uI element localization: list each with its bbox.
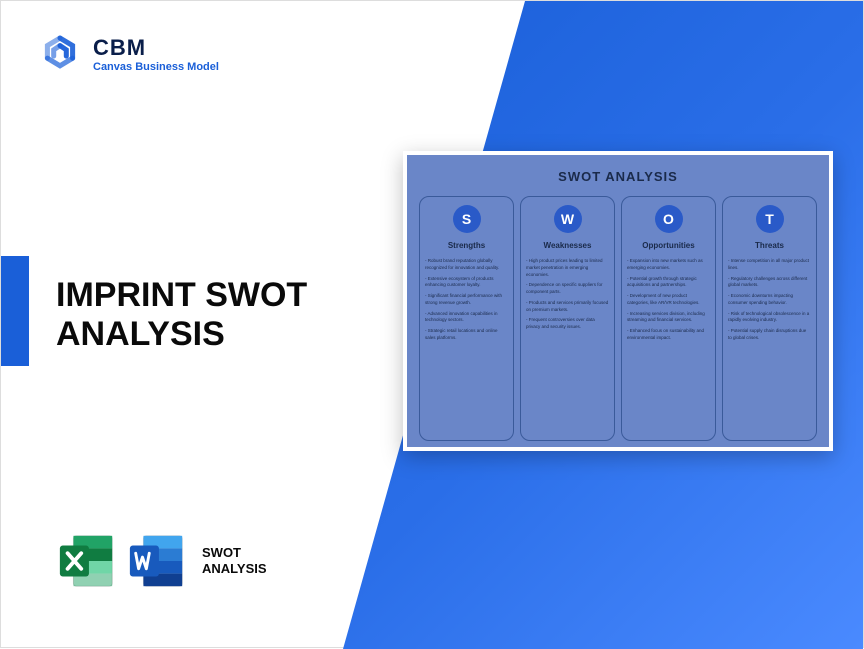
swot-column-heading: Opportunities (642, 241, 694, 250)
swot-items-list: - Expansion into new markets such as eme… (627, 258, 710, 346)
swot-item: - Increasing services division, includin… (627, 311, 710, 325)
swot-item: - High product prices leading to limited… (526, 258, 609, 278)
swot-letter-circle: W (554, 205, 582, 233)
swot-item: - Dependence on specific suppliers for c… (526, 282, 609, 296)
swot-item: - Robust brand reputation globally recog… (425, 258, 508, 272)
swot-column-heading: Threats (755, 241, 784, 250)
logo-icon (39, 33, 81, 75)
swot-letter-circle: O (655, 205, 683, 233)
swot-file-label: SWOT ANALYSIS (202, 545, 267, 576)
swot-item: - Extensive ecosystem of products enhanc… (425, 276, 508, 290)
word-icon (126, 530, 188, 592)
swot-item: - Potential supply chain disruptions due… (728, 328, 811, 342)
swot-item: - Frequent controversies over data priva… (526, 317, 609, 331)
swot-item: - Regulatory challenges across different… (728, 276, 811, 290)
swot-item: - Potential growth through strategic acq… (627, 276, 710, 290)
accent-bar (1, 256, 29, 366)
swot-columns: S Strengths - Robust brand reputation glob… (419, 196, 817, 441)
logo: CBM Canvas Business Model (39, 33, 219, 75)
swot-column: S Strengths - Robust brand reputation glob… (419, 196, 514, 441)
swot-letter-circle: T (756, 205, 784, 233)
swot-column-heading: Weaknesses (544, 241, 592, 250)
swot-card-title: SWOT ANALYSIS (419, 169, 817, 184)
swot-column-heading: Strengths (448, 241, 485, 250)
swot-item: - Economic downturns impacting consumer … (728, 293, 811, 307)
logo-subtitle: Canvas Business Model (93, 61, 219, 73)
swot-items-list: - High product prices leading to limited… (526, 258, 609, 335)
swot-item: - Enhanced focus on sustainability and e… (627, 328, 710, 342)
swot-item: - Strategic retail locations and online … (425, 328, 508, 342)
swot-item: - Intense competition in all major produ… (728, 258, 811, 272)
swot-column: T Threats - Intense competition in all maj… (722, 196, 817, 441)
excel-icon (56, 530, 118, 592)
swot-item: - Advanced innovation capabilities in te… (425, 311, 508, 325)
swot-column: O Opportunities - Expansion into new marke… (621, 196, 716, 441)
swot-item: - Expansion into new markets such as eme… (627, 258, 710, 272)
swot-label-line2: ANALYSIS (202, 561, 267, 577)
swot-item: - Products and services primarily focuse… (526, 300, 609, 314)
swot-label-line1: SWOT (202, 545, 267, 561)
swot-items-list: - Robust brand reputation globally recog… (425, 258, 508, 346)
swot-item: - Significant financial performance with… (425, 293, 508, 307)
swot-letter-circle: S (453, 205, 481, 233)
swot-item: - Development of new product categories,… (627, 293, 710, 307)
file-icons-row: SWOT ANALYSIS (56, 530, 267, 592)
page-title: IMPRINT SWOT ANALYSIS (56, 276, 416, 354)
swot-card: SWOT ANALYSIS S Strengths - Robust brand r… (403, 151, 833, 451)
swot-item: - Risk of technological obsolescence in … (728, 311, 811, 325)
logo-title: CBM (93, 35, 219, 61)
swot-items-list: - Intense competition in all major produ… (728, 258, 811, 346)
swot-column: W Weaknesses - High product prices leading… (520, 196, 615, 441)
